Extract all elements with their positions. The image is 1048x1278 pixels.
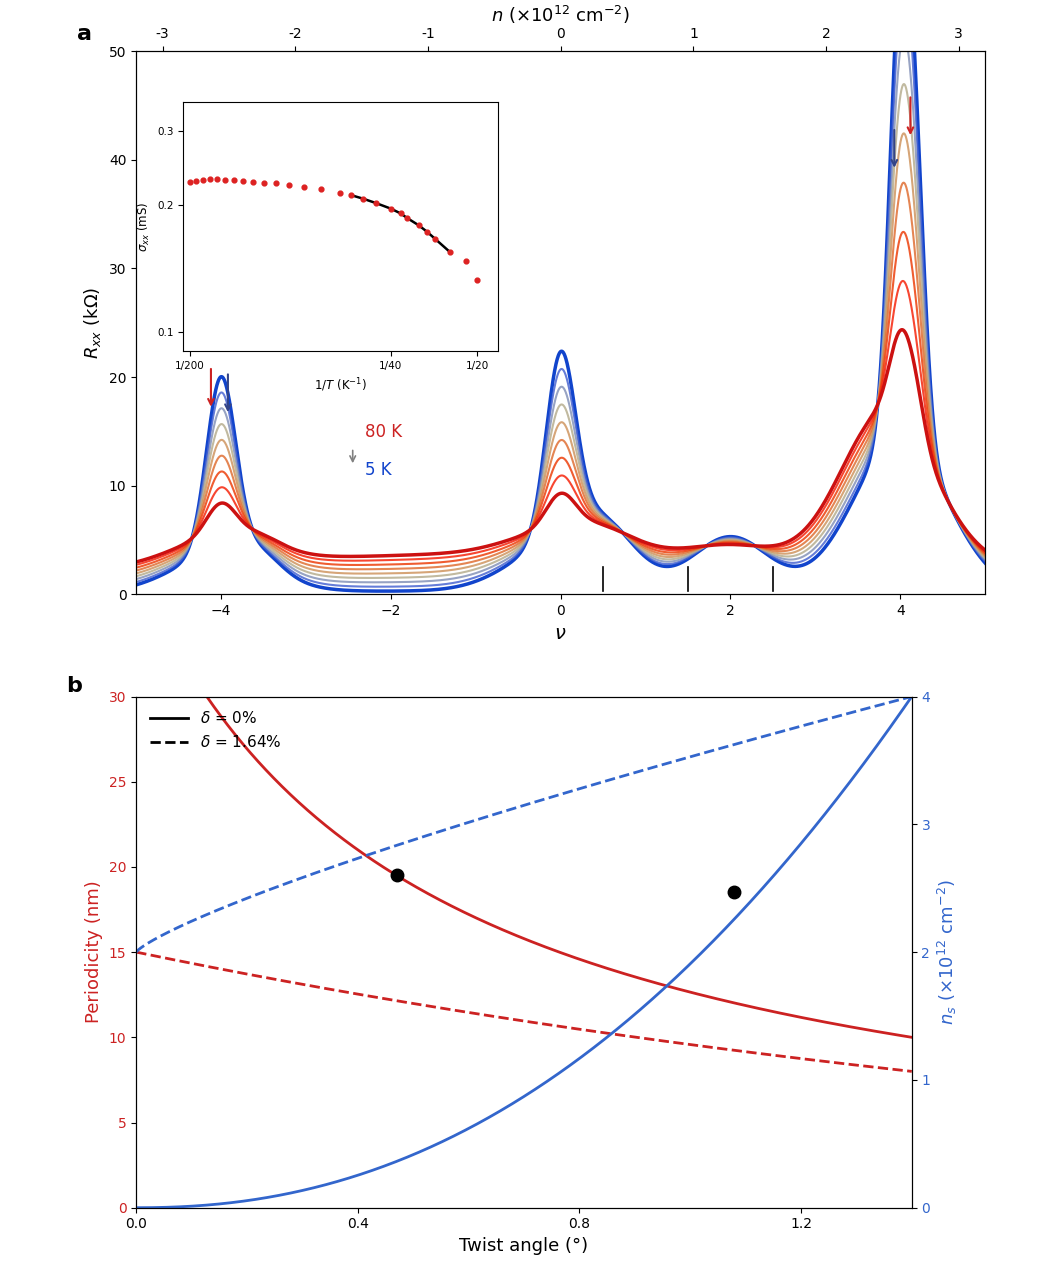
Point xyxy=(332,183,349,203)
Point xyxy=(209,169,225,189)
Point xyxy=(399,208,416,229)
Y-axis label: $n_s\ (\times 10^{12}\ \mathrm{cm}^{-2})$: $n_s\ (\times 10^{12}\ \mathrm{cm}^{-2})… xyxy=(936,879,959,1025)
X-axis label: $1/T\ (\mathrm{K}^{-1})$: $1/T\ (\mathrm{K}^{-1})$ xyxy=(314,377,367,395)
Point xyxy=(427,229,443,249)
Text: b: b xyxy=(66,676,83,697)
Point xyxy=(343,185,359,206)
Y-axis label: $R_{xx}\ (\mathrm{k}\Omega)$: $R_{xx}\ (\mathrm{k}\Omega)$ xyxy=(83,286,104,359)
X-axis label: $n\ (\times 10^{12}\ \mathrm{cm}^{-2})$: $n\ (\times 10^{12}\ \mathrm{cm}^{-2})$ xyxy=(492,4,630,26)
Point xyxy=(441,242,458,262)
Text: 80 K: 80 K xyxy=(366,423,402,441)
Point xyxy=(201,169,218,189)
Point xyxy=(383,198,399,219)
Point xyxy=(312,179,329,199)
Point xyxy=(470,270,486,290)
Point xyxy=(225,170,242,190)
Point xyxy=(194,170,211,190)
Point xyxy=(368,193,385,213)
X-axis label: $\nu$: $\nu$ xyxy=(554,624,567,643)
X-axis label: Twist angle (°): Twist angle (°) xyxy=(459,1237,589,1255)
Point xyxy=(392,203,409,224)
Point xyxy=(268,173,285,193)
Text: 5 K: 5 K xyxy=(366,461,392,479)
Point xyxy=(354,188,371,208)
Point xyxy=(418,221,435,242)
Point xyxy=(188,171,204,192)
Point xyxy=(457,252,474,272)
Point xyxy=(181,171,198,192)
Point xyxy=(411,215,428,235)
Text: a: a xyxy=(77,24,92,43)
Legend: $\delta$ = 0%, $\delta$ = 1.64%: $\delta$ = 0%, $\delta$ = 1.64% xyxy=(144,704,288,757)
Point xyxy=(296,176,312,197)
Y-axis label: Periodicity (nm): Periodicity (nm) xyxy=(85,881,104,1024)
Point xyxy=(245,171,262,192)
Y-axis label: $\sigma_{xx}\ (\mathrm{mS})$: $\sigma_{xx}\ (\mathrm{mS})$ xyxy=(135,202,152,252)
Point xyxy=(281,175,298,196)
Point xyxy=(256,173,272,193)
Point xyxy=(217,170,234,190)
Point xyxy=(235,171,252,192)
